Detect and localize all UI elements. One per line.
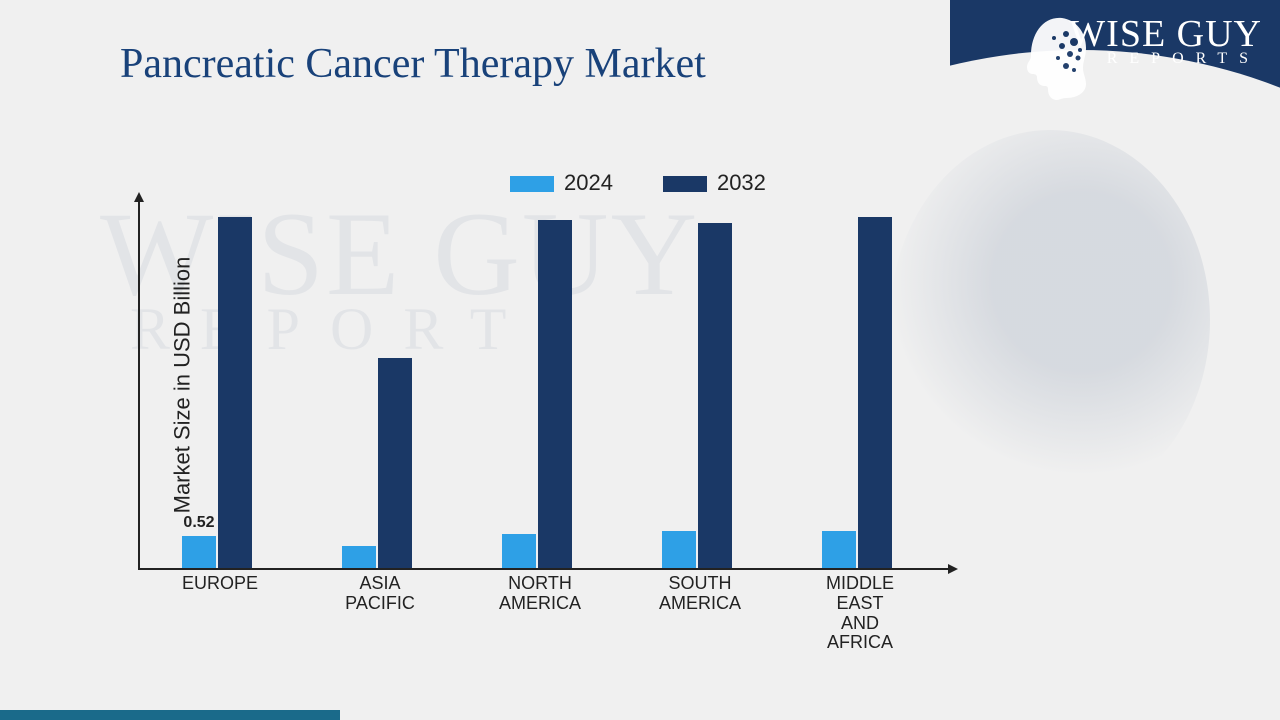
bar-value-label: 0.52 bbox=[174, 514, 224, 532]
category-label: SOUTHAMERICA bbox=[640, 574, 760, 614]
chart-card: WISE GUY REPORTS Pancreatic Cancer Thera… bbox=[0, 0, 1280, 720]
bar-group: 0.52EUROPE bbox=[160, 198, 280, 568]
bar-group: ASIAPACIFIC bbox=[320, 198, 440, 568]
bar-2024 bbox=[342, 546, 376, 568]
legend-item-2024: 2024 bbox=[510, 170, 613, 196]
bar-2024 bbox=[182, 536, 216, 568]
bar-group: SOUTHAMERICA bbox=[640, 198, 760, 568]
bar-2024 bbox=[502, 534, 536, 568]
bar-2024 bbox=[662, 531, 696, 568]
brand-line1: WISE GUY bbox=[1069, 18, 1262, 50]
chart-title: Pancreatic Cancer Therapy Market bbox=[120, 40, 706, 88]
brain-head-icon bbox=[1018, 14, 1090, 100]
bar-2032 bbox=[378, 358, 412, 568]
bar-2032 bbox=[698, 223, 732, 568]
bar-group: NORTHAMERICA bbox=[480, 198, 600, 568]
bar-2032 bbox=[858, 217, 892, 569]
brand-logo: WISE GUY REPORTS bbox=[1069, 18, 1262, 66]
bar-chart: 2024 2032 Market Size in USD Billion 0.5… bbox=[90, 170, 950, 600]
bar-2032 bbox=[538, 220, 572, 568]
legend-swatch-2024 bbox=[510, 176, 554, 192]
legend: 2024 2032 bbox=[510, 170, 766, 196]
bar-2032 bbox=[218, 217, 252, 569]
legend-item-2032: 2032 bbox=[663, 170, 766, 196]
bar-group: MIDDLEEASTANDAFRICA bbox=[800, 198, 920, 568]
plot-area: 0.52EUROPE ASIAPACIFIC NORTHAMERICA SOUTHAM… bbox=[138, 200, 950, 570]
category-label: NORTHAMERICA bbox=[480, 574, 600, 614]
category-label: EUROPE bbox=[160, 574, 280, 594]
legend-swatch-2032 bbox=[663, 176, 707, 192]
bottom-accent-bar bbox=[0, 710, 340, 720]
bar-2024 bbox=[822, 531, 856, 568]
category-label: MIDDLEEASTANDAFRICA bbox=[800, 574, 920, 653]
x-axis-arrow-icon bbox=[948, 564, 958, 574]
category-label: ASIAPACIFIC bbox=[320, 574, 440, 614]
